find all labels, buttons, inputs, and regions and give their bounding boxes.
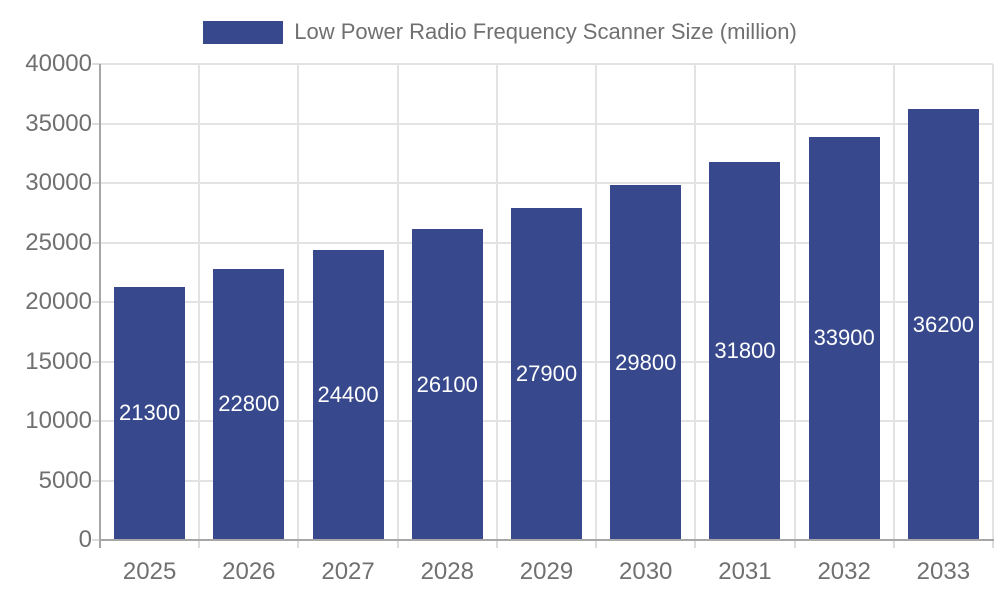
y-axis-tick [92,182,100,184]
y-axis-label: 15000 [25,347,92,375]
y-axis-tick [92,420,100,422]
x-axis-tick [793,540,796,548]
gridline-vertical [297,64,300,540]
gridline-vertical [992,64,994,540]
y-axis-label: 30000 [25,169,92,196]
gridline-vertical [595,64,598,540]
gridline-horizontal [100,63,993,65]
bar-value-label: 26100 [416,371,478,397]
legend-swatch-icon [203,20,284,44]
bar-value-label: 21300 [119,400,181,426]
gridline-vertical [396,64,399,540]
bar-value-label: 29800 [615,349,677,375]
x-axis-line [99,539,994,541]
x-axis-label: 2027 [321,558,375,585]
x-axis-label: 2033 [916,558,971,585]
x-axis-tick [495,540,498,548]
bar-2027[interactable] [312,249,384,540]
bar-value-label: 33900 [813,325,875,351]
y-axis-tick [92,63,100,65]
y-axis-label: 0 [78,526,92,553]
gridline-vertical [198,64,201,540]
y-axis-label: 35000 [25,109,92,137]
y-axis-tick [92,241,100,244]
y-axis-label: 5000 [38,466,92,494]
bar-value-label: 31800 [714,337,776,363]
bar-2029[interactable] [511,207,582,540]
x-axis-label: 2032 [817,558,871,585]
x-axis-label: 2026 [222,558,276,585]
x-axis-tick [694,540,697,548]
gridline-horizontal [100,182,993,184]
bar-2030[interactable] [610,185,682,540]
bar-2032[interactable] [808,136,880,540]
bar-2026[interactable] [213,268,285,540]
y-axis-line [99,64,101,548]
y-axis-tick [92,301,100,303]
y-axis-tick [92,360,100,363]
bar-value-label: 36200 [912,311,974,337]
x-axis-tick [396,540,399,548]
bar-2028[interactable] [411,229,483,540]
y-axis-label: 40000 [25,50,92,77]
x-axis-tick [198,540,201,548]
x-axis-tick [297,540,300,548]
gridline-vertical [694,64,697,540]
legend[interactable]: Low Power Radio Frequency Scanner Size (… [0,20,1000,44]
bar-value-label: 22800 [218,391,280,417]
y-axis-tick [92,122,100,125]
x-axis-label: 2025 [122,558,177,585]
x-axis-tick [992,540,994,548]
gridline-horizontal [100,122,993,125]
bar-2031[interactable] [709,161,781,540]
gridline-vertical [793,64,796,540]
x-axis-label: 2031 [718,558,772,585]
y-axis-label: 20000 [25,288,92,315]
bar-value-label: 24400 [317,381,379,407]
x-axis-tick [892,540,895,548]
y-axis-label: 25000 [25,228,92,256]
x-axis-label: 2029 [519,558,574,585]
y-axis-label: 10000 [25,407,92,434]
y-axis-tick [92,479,100,482]
legend-label: Low Power Radio Frequency Scanner Size (… [294,19,797,44]
y-axis-tick [92,539,100,541]
bar-2025[interactable] [114,286,186,540]
gridline-vertical [892,64,895,540]
bar-2033[interactable] [907,109,979,540]
x-axis-label: 2030 [619,558,673,585]
x-axis-tick [595,540,598,548]
bar-value-label: 27900 [515,360,578,386]
gridline-vertical [495,64,498,540]
x-axis-label: 2028 [420,558,474,585]
